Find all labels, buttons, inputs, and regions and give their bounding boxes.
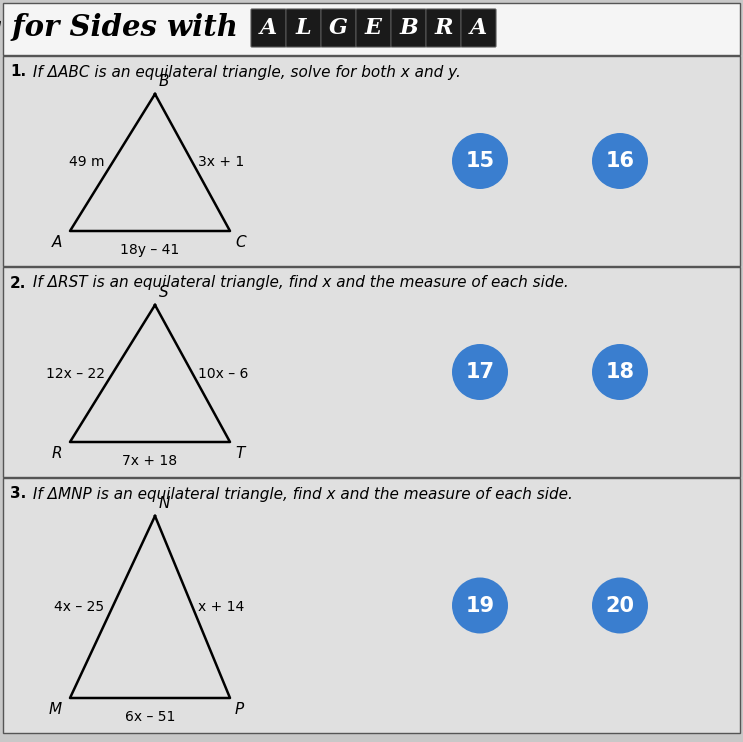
Text: If ΔRST is an equilateral triangle, find x and the measure of each side.: If ΔRST is an equilateral triangle, find… xyxy=(28,275,568,291)
Text: 18y – 41: 18y – 41 xyxy=(120,243,180,257)
Text: M: M xyxy=(49,702,62,717)
Text: R: R xyxy=(434,17,452,39)
Text: 4x – 25: 4x – 25 xyxy=(54,600,105,614)
Text: C: C xyxy=(235,235,246,250)
Text: 2.: 2. xyxy=(10,275,26,291)
Circle shape xyxy=(592,577,648,634)
Text: 12x – 22: 12x – 22 xyxy=(45,367,105,381)
Text: P: P xyxy=(235,702,244,717)
FancyBboxPatch shape xyxy=(391,9,426,47)
FancyBboxPatch shape xyxy=(461,9,496,47)
FancyBboxPatch shape xyxy=(251,9,286,47)
Text: B: B xyxy=(399,17,418,39)
FancyBboxPatch shape xyxy=(286,9,321,47)
Text: 20: 20 xyxy=(606,596,635,616)
Text: 18: 18 xyxy=(606,362,635,382)
Text: 3.: 3. xyxy=(10,487,26,502)
Text: T: T xyxy=(235,446,244,461)
Text: A: A xyxy=(470,17,487,39)
FancyBboxPatch shape xyxy=(356,9,391,47)
Text: A: A xyxy=(51,235,62,250)
Text: 1.: 1. xyxy=(10,65,26,79)
Circle shape xyxy=(452,133,508,189)
FancyBboxPatch shape xyxy=(3,478,740,733)
Text: 49 m: 49 m xyxy=(69,156,105,169)
Text: x + 14: x + 14 xyxy=(198,600,244,614)
Text: If ΔMNP is an equilateral triangle, find x and the measure of each side.: If ΔMNP is an equilateral triangle, find… xyxy=(28,487,573,502)
Text: B: B xyxy=(159,74,169,89)
Text: R: R xyxy=(51,446,62,461)
FancyBboxPatch shape xyxy=(321,9,356,47)
FancyBboxPatch shape xyxy=(426,9,461,47)
Circle shape xyxy=(452,577,508,634)
Text: S: S xyxy=(159,285,169,300)
Text: 19: 19 xyxy=(465,596,495,616)
Text: E: E xyxy=(365,17,382,39)
Text: If ΔABC is an equilateral triangle, solve for both x and y.: If ΔABC is an equilateral triangle, solv… xyxy=(28,65,461,79)
FancyBboxPatch shape xyxy=(3,56,740,266)
Text: 10x – 6: 10x – 6 xyxy=(198,367,249,381)
Circle shape xyxy=(592,344,648,400)
Text: 3x + 1: 3x + 1 xyxy=(198,156,244,169)
Text: 15: 15 xyxy=(465,151,495,171)
Text: 6x – 51: 6x – 51 xyxy=(125,710,175,724)
Text: 7x + 18: 7x + 18 xyxy=(123,454,178,468)
Text: A: A xyxy=(260,17,277,39)
FancyBboxPatch shape xyxy=(3,3,740,55)
Text: 16: 16 xyxy=(606,151,635,171)
Circle shape xyxy=(452,344,508,400)
Text: N: N xyxy=(159,496,170,511)
Text: 17: 17 xyxy=(466,362,495,382)
Text: L: L xyxy=(296,17,311,39)
Circle shape xyxy=(592,133,648,189)
Text: Solving for Sides with: Solving for Sides with xyxy=(0,13,248,42)
FancyBboxPatch shape xyxy=(3,267,740,477)
Text: G: G xyxy=(329,17,348,39)
